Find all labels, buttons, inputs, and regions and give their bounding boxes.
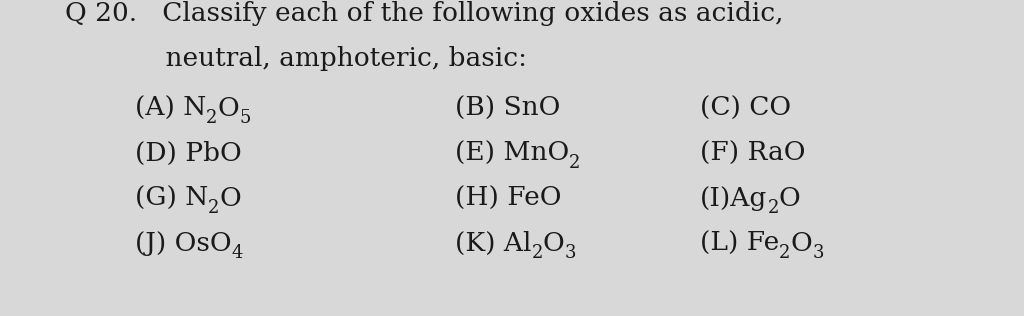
Text: O: O [791, 231, 812, 256]
Text: 2: 2 [779, 244, 791, 262]
Text: 3: 3 [812, 244, 824, 262]
Text: (F) RaO: (F) RaO [700, 141, 806, 166]
Text: O: O [778, 186, 801, 211]
Text: 2: 2 [206, 109, 218, 127]
Text: 5: 5 [240, 109, 251, 127]
Text: (D) PbO: (D) PbO [135, 141, 242, 166]
Text: (G) N: (G) N [135, 186, 208, 211]
Text: (L) Fe: (L) Fe [700, 231, 779, 256]
Text: (A) N: (A) N [135, 96, 206, 121]
Text: (I)Ag: (I)Ag [700, 186, 767, 211]
Text: (E) MnO: (E) MnO [455, 141, 569, 166]
Text: 2: 2 [531, 244, 543, 262]
Text: 2: 2 [208, 199, 219, 217]
Text: 4: 4 [231, 244, 243, 262]
Text: O: O [218, 96, 240, 121]
Text: 3: 3 [564, 244, 575, 262]
Text: neutral, amphoteric, basic:: neutral, amphoteric, basic: [65, 46, 527, 71]
Text: 2: 2 [569, 154, 581, 172]
Text: O: O [219, 186, 242, 211]
Text: (B) SnO: (B) SnO [455, 96, 560, 121]
Text: (H) FeO: (H) FeO [455, 186, 561, 211]
Text: (K) Al: (K) Al [455, 231, 531, 256]
Text: Q 20.   Classify each of the following oxides as acidic,: Q 20. Classify each of the following oxi… [65, 1, 783, 26]
Text: O: O [543, 231, 564, 256]
Text: (C) CO: (C) CO [700, 96, 792, 121]
Text: 2: 2 [767, 199, 778, 217]
Text: (J) OsO: (J) OsO [135, 231, 231, 256]
